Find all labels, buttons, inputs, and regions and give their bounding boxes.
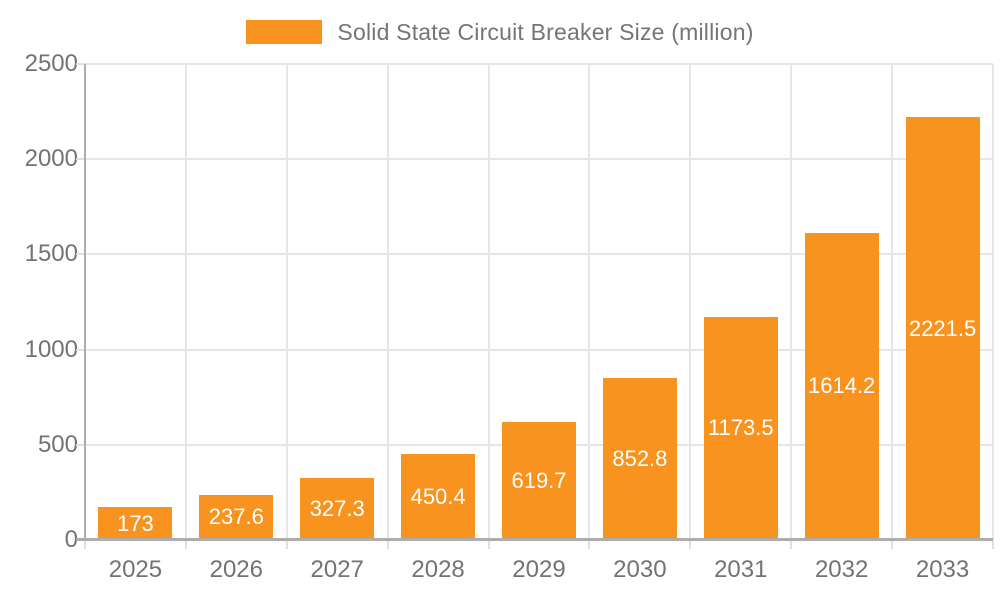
x-tick-label: 2030: [613, 556, 667, 583]
x-tick-label: 2026: [209, 556, 263, 583]
x-axis-tick: [487, 540, 490, 549]
y-axis-tick: [76, 63, 85, 65]
bar: 450.4: [401, 454, 476, 540]
y-tick-label: 500: [37, 430, 78, 458]
x-axis-tick: [588, 540, 591, 549]
bar: 852.8: [602, 377, 677, 540]
bar: 237.6: [199, 494, 274, 540]
bar-value-label: 1614.2: [808, 373, 876, 399]
x-gridline: [992, 64, 994, 540]
y-tick-label: 0: [64, 526, 78, 553]
y-axis-tick: [76, 443, 85, 446]
x-axis-tick: [992, 540, 994, 549]
y-gridline: [85, 348, 993, 351]
x-gridline: [790, 64, 793, 540]
y-gridline: [85, 63, 993, 65]
bar: 327.3: [300, 477, 375, 540]
x-gridline: [487, 64, 490, 540]
y-tick-label: 2000: [24, 145, 78, 173]
y-gridline: [85, 253, 993, 256]
y-axis-tick: [76, 348, 85, 351]
y-axis-line: [84, 64, 86, 540]
bar: 1173.5: [703, 316, 778, 540]
x-axis-line: [76, 538, 993, 541]
y-tick-label: 2500: [24, 50, 78, 77]
bar: 1614.2: [804, 232, 879, 540]
x-axis-tick: [184, 540, 187, 549]
x-gridline: [891, 64, 894, 540]
legend-swatch: [246, 20, 323, 44]
x-axis-tick: [790, 540, 793, 549]
bar-value-label: 852.8: [612, 445, 668, 471]
x-gridline: [386, 64, 389, 540]
bar-value-label: 237.6: [208, 504, 264, 530]
x-tick-label: 2029: [512, 556, 566, 583]
y-gridline: [85, 158, 993, 161]
y-axis-tick: [76, 253, 85, 256]
bar-value-label: 173: [117, 510, 154, 536]
bar-value-label: 619.7: [511, 468, 567, 493]
x-tick-label: 2028: [411, 556, 465, 583]
bar: 173: [98, 507, 173, 540]
x-gridline: [588, 64, 591, 540]
legend: Solid State Circuit Breaker Size (millio…: [0, 17, 1000, 47]
plot-area: 173 237.6 327.3 450.4 619.7 852.8 1173.5 1614.2…: [76, 63, 994, 549]
bar-value-label: 450.4: [410, 484, 466, 510]
x-axis-tick: [386, 540, 389, 549]
x-axis-tick: [891, 540, 894, 549]
x-tick-label: 2027: [310, 556, 364, 583]
x-tick-label: 2033: [915, 556, 970, 583]
x-tick-label: 2031: [714, 556, 768, 583]
x-gridline: [285, 64, 288, 540]
x-axis-tick: [285, 540, 288, 549]
x-axis-tick: [689, 540, 692, 549]
x-gridline: [184, 64, 187, 540]
legend-label: Solid State Circuit Breaker Size (millio…: [337, 18, 754, 45]
x-gridline: [689, 64, 692, 540]
y-tick-label: 1500: [24, 240, 78, 268]
y-axis-tick: [76, 158, 85, 161]
x-tick-label: 2032: [814, 556, 869, 583]
bar: 2221.5: [905, 117, 980, 540]
bar-value-label: 1173.5: [707, 415, 774, 441]
y-tick-label: 1000: [24, 335, 78, 363]
bar: 619.7: [502, 422, 576, 540]
x-axis-tick: [84, 540, 86, 549]
bar-value-label: 2221.5: [908, 315, 977, 341]
bar-value-label: 327.3: [309, 495, 365, 521]
x-tick-label: 2025: [108, 556, 163, 583]
